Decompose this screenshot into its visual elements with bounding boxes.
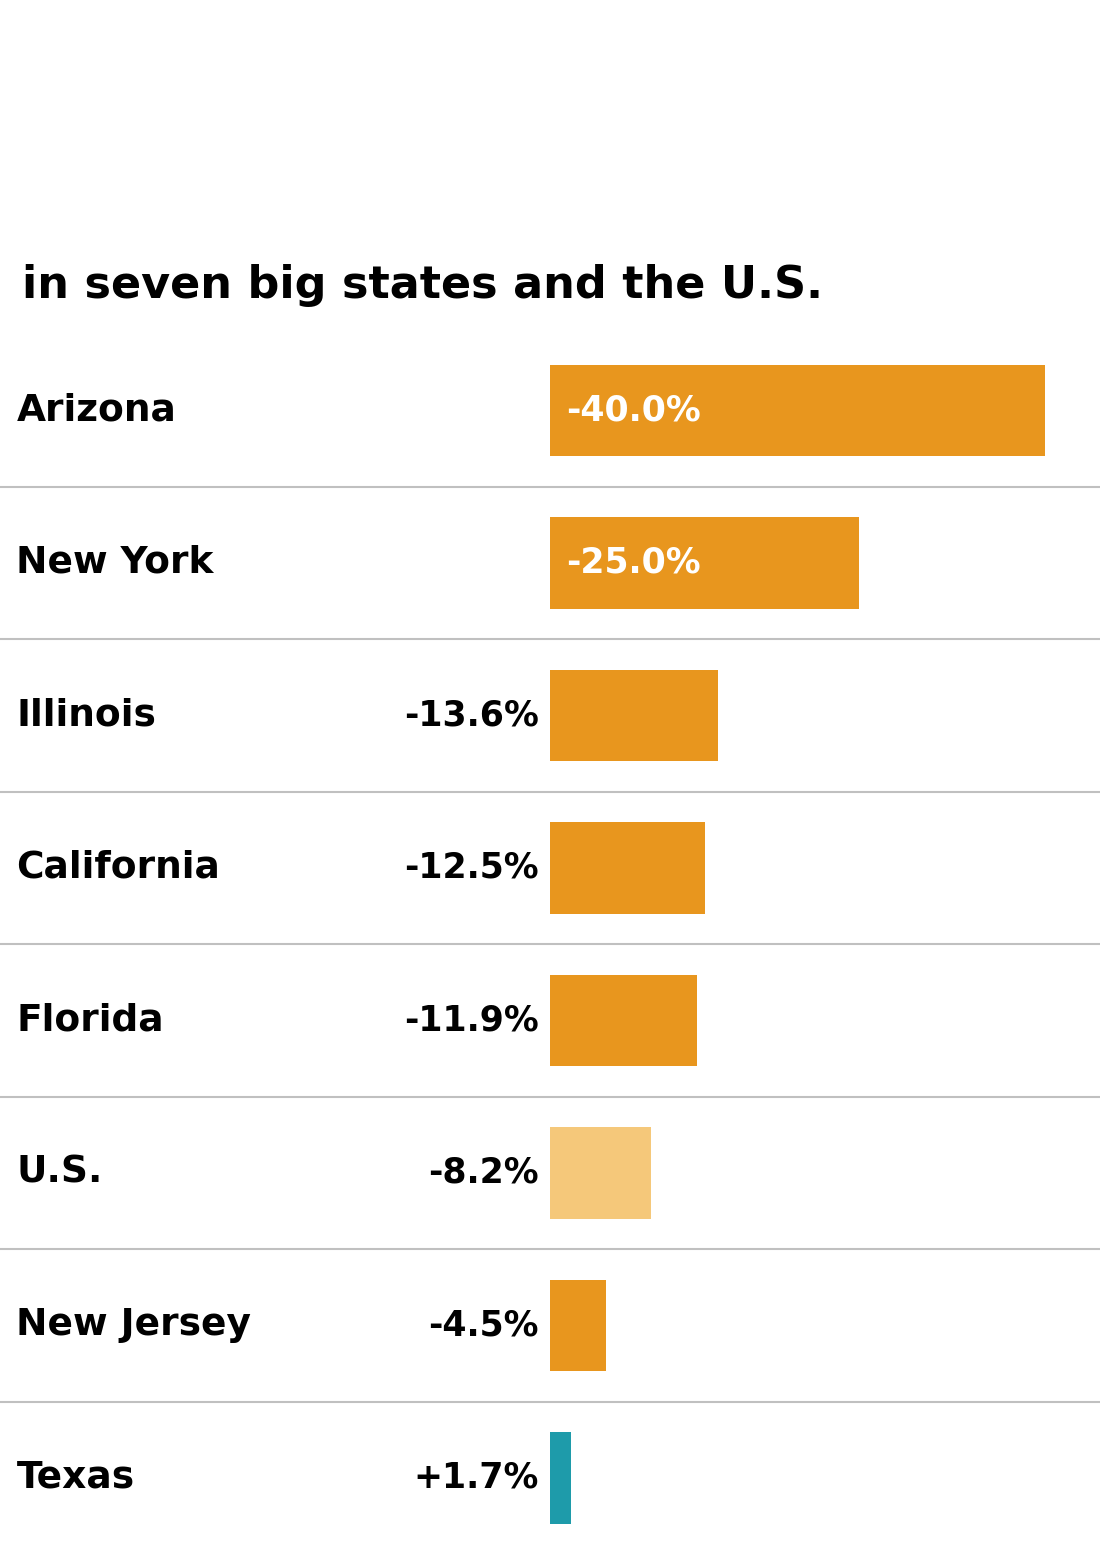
Text: Estimated change in illegal: Estimated change in illegal: [22, 17, 747, 62]
Text: Florida: Florida: [16, 1002, 164, 1038]
Text: New Jersey: New Jersey: [16, 1307, 252, 1343]
Bar: [550, 974, 697, 1066]
Bar: [550, 365, 1045, 457]
Text: in seven big states and the U.S.: in seven big states and the U.S.: [22, 264, 823, 308]
Text: Arizona: Arizona: [16, 392, 176, 429]
Text: California: California: [16, 850, 220, 886]
Text: +1.7%: +1.7%: [414, 1461, 539, 1495]
Bar: [550, 1127, 651, 1218]
Text: -12.5%: -12.5%: [405, 850, 539, 884]
Text: New York: New York: [16, 545, 213, 581]
Bar: [550, 822, 705, 914]
Bar: [550, 1433, 571, 1523]
Text: -8.2%: -8.2%: [428, 1156, 539, 1190]
Text: immigrant population, 2007-12,: immigrant population, 2007-12,: [22, 121, 871, 165]
Text: Texas: Texas: [16, 1459, 134, 1497]
Text: -11.9%: -11.9%: [405, 1004, 539, 1038]
Bar: [550, 670, 718, 761]
Bar: [550, 1279, 606, 1371]
Text: -40.0%: -40.0%: [566, 393, 702, 427]
Text: U.S.: U.S.: [16, 1155, 103, 1190]
Text: -13.6%: -13.6%: [404, 698, 539, 732]
Bar: [550, 517, 859, 609]
Text: -25.0%: -25.0%: [566, 545, 701, 580]
Text: -4.5%: -4.5%: [429, 1308, 539, 1343]
Text: Illinois: Illinois: [16, 698, 156, 733]
